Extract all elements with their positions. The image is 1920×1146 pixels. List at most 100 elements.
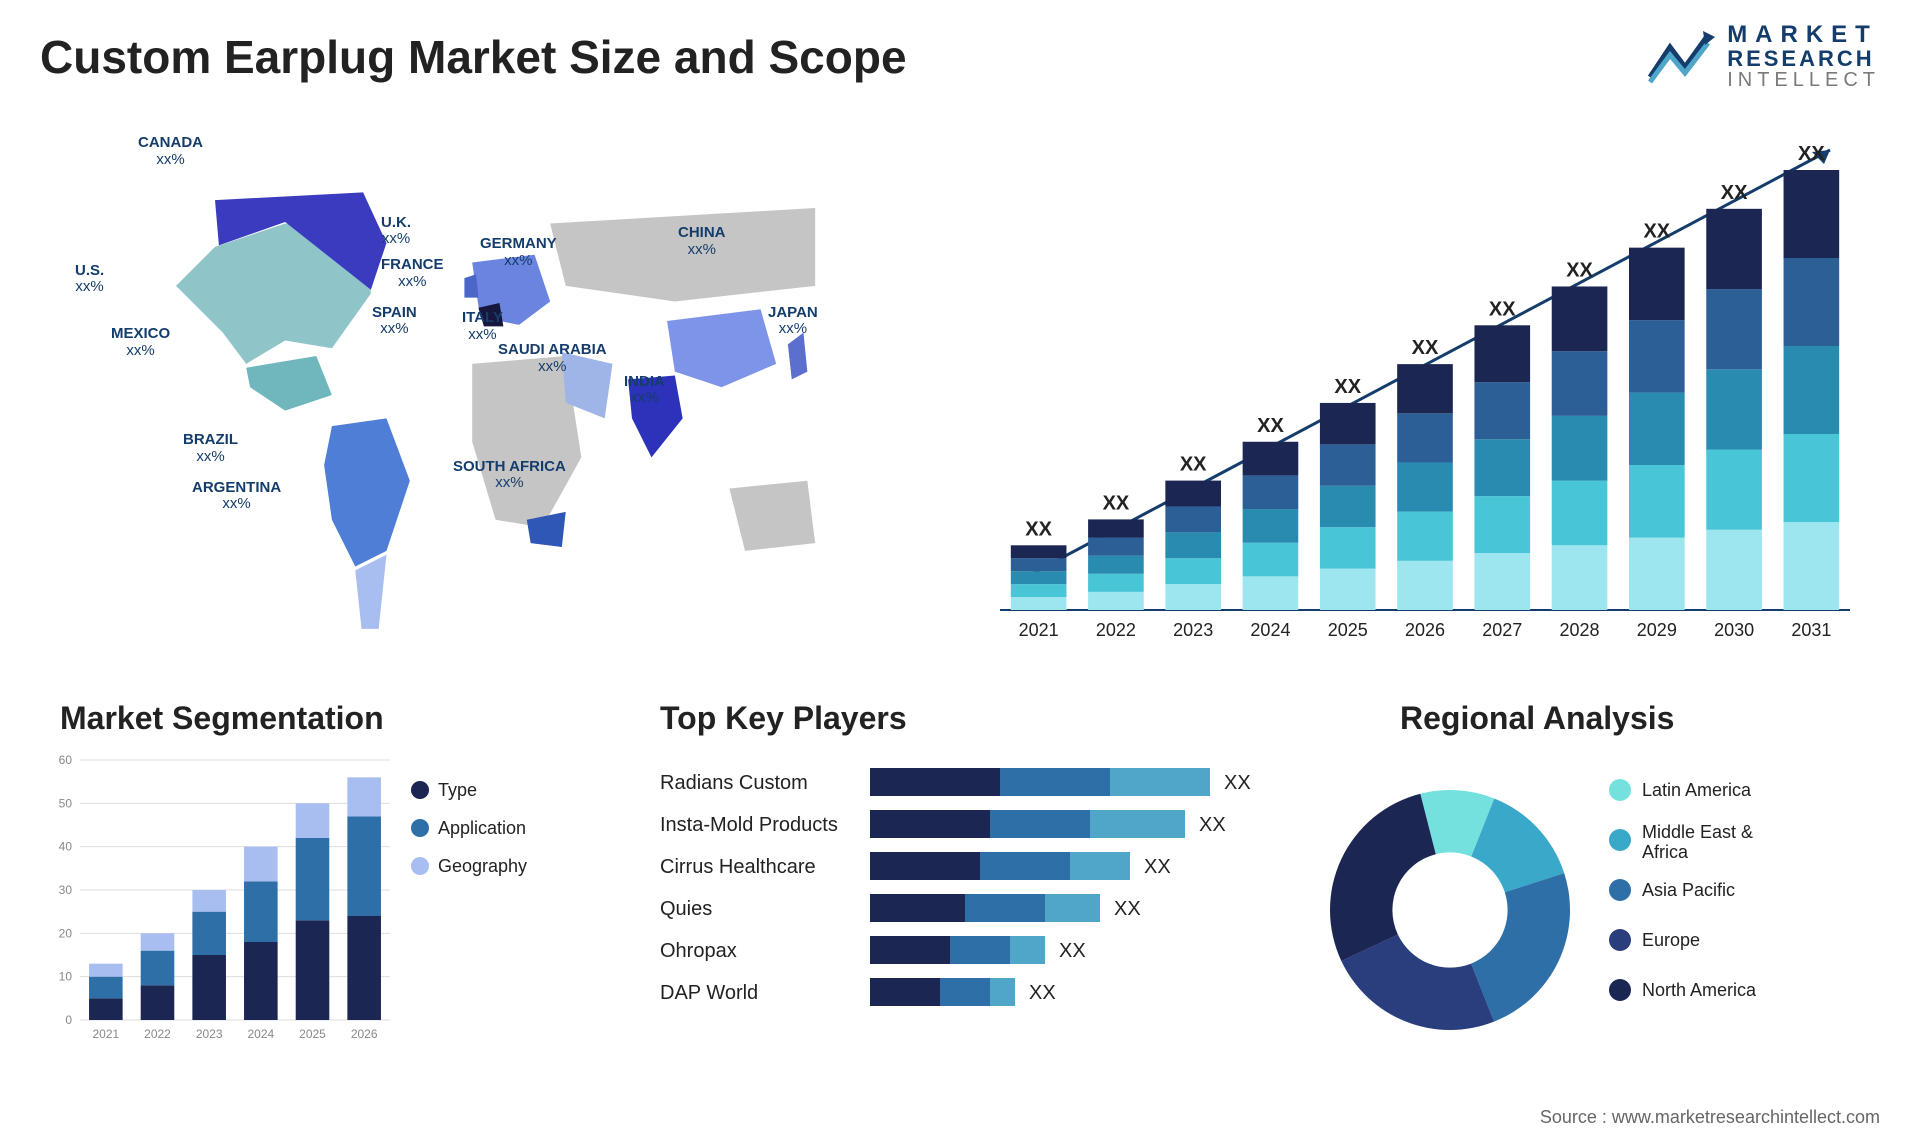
- map-label: JAPANxx%: [768, 305, 818, 338]
- growth-bar-seg: [1629, 320, 1685, 392]
- map-label: SAUDI ARABIAxx%: [498, 342, 607, 375]
- legend-dot: [1609, 829, 1631, 851]
- growth-bar-seg: [1706, 209, 1762, 289]
- segmentation-chart: 0102030405060202120222023202420252026Typ…: [40, 750, 560, 1050]
- growth-bar-seg: [1165, 558, 1221, 584]
- player-bar-seg: [1000, 768, 1110, 796]
- growth-bar-seg: [1165, 532, 1221, 558]
- map-label: U.S.xx%: [75, 263, 104, 296]
- player-bar-seg: [870, 978, 940, 1006]
- seg-bar: [244, 942, 278, 1020]
- player-name: Quies: [660, 898, 712, 920]
- map-label: SOUTH AFRICAxx%: [453, 459, 566, 492]
- donut-slice: [1330, 794, 1436, 961]
- growth-bar-seg: [1243, 442, 1299, 476]
- growth-bar-seg: [1474, 553, 1530, 610]
- growth-bar-seg: [1629, 248, 1685, 320]
- bar-value: XX: [1798, 143, 1825, 165]
- seg-bar: [244, 847, 278, 882]
- map-label: ITALYxx%: [462, 310, 503, 343]
- growth-bar-seg: [1552, 286, 1608, 351]
- growth-bar-seg: [1088, 592, 1144, 610]
- segmentation-title: Market Segmentation: [60, 700, 384, 737]
- y-tick: 10: [59, 970, 73, 984]
- legend-dot: [1609, 779, 1631, 801]
- growth-bar-seg: [1552, 416, 1608, 481]
- year-tick: 2027: [1482, 620, 1522, 640]
- seg-bar: [296, 838, 330, 920]
- growth-bar-seg: [1088, 519, 1144, 537]
- growth-bar-seg: [1088, 538, 1144, 556]
- player-bar-seg: [1070, 852, 1130, 880]
- y-tick: 40: [59, 840, 73, 854]
- year-tick: 2031: [1791, 620, 1831, 640]
- growth-bar-seg: [1397, 512, 1453, 561]
- player-name: Ohropax: [660, 940, 737, 962]
- growth-bar-seg: [1011, 584, 1067, 597]
- logo-line1: MARKET: [1727, 22, 1880, 47]
- growth-bar-seg: [1474, 382, 1530, 439]
- growth-bar-seg: [1784, 258, 1840, 346]
- map-region: [729, 481, 815, 551]
- bar-value: XX: [1489, 298, 1516, 320]
- year-tick: 2026: [1405, 620, 1445, 640]
- legend-label: Geography: [438, 856, 527, 876]
- player-value: XX: [1114, 898, 1141, 920]
- y-tick: 50: [59, 796, 73, 810]
- bar-value: XX: [1103, 492, 1130, 514]
- growth-bar-seg: [1629, 393, 1685, 465]
- player-name: Cirrus Healthcare: [660, 856, 816, 878]
- player-value: XX: [1224, 772, 1251, 794]
- growth-bar-seg: [1474, 325, 1530, 382]
- seg-bar: [192, 890, 226, 912]
- bar-value: XX: [1334, 376, 1361, 398]
- year-tick: 2024: [247, 1027, 274, 1041]
- growth-bar-seg: [1474, 496, 1530, 553]
- growth-bar-seg: [1011, 571, 1067, 584]
- year-tick: 2021: [92, 1027, 119, 1041]
- growth-bar-seg: [1243, 576, 1299, 610]
- map-label: ARGENTINAxx%: [192, 480, 281, 513]
- seg-bar: [347, 916, 381, 1020]
- map-region: [246, 356, 332, 411]
- growth-bar-seg: [1088, 556, 1144, 574]
- growth-bar-seg: [1474, 439, 1530, 496]
- year-tick: 2030: [1714, 620, 1754, 640]
- growth-bar-seg: [1320, 486, 1376, 527]
- legend-label: Application: [438, 818, 526, 838]
- regional-title: Regional Analysis: [1400, 700, 1674, 737]
- map-region: [355, 555, 386, 629]
- year-tick: 2026: [351, 1027, 378, 1041]
- player-bar-seg: [1110, 768, 1210, 796]
- player-bar-seg: [870, 894, 965, 922]
- growth-bar-seg: [1011, 597, 1067, 610]
- map-label: MEXICOxx%: [111, 326, 170, 359]
- growth-bar-seg: [1165, 506, 1221, 532]
- growth-bar-seg: [1397, 413, 1453, 462]
- map-region: [324, 418, 410, 566]
- player-bar-seg: [1010, 936, 1045, 964]
- player-bar-seg: [965, 894, 1045, 922]
- year-tick: 2022: [144, 1027, 171, 1041]
- growth-bar-seg: [1629, 538, 1685, 610]
- source-credit: Source : www.marketresearchintellect.com: [1540, 1107, 1880, 1128]
- growth-chart: XX2021XX2022XX2023XX2024XX2025XX2026XX20…: [980, 130, 1860, 660]
- year-tick: 2028: [1560, 620, 1600, 640]
- map-region: [788, 333, 807, 380]
- player-bar-seg: [1045, 894, 1100, 922]
- player-bar-seg: [950, 936, 1010, 964]
- year-tick: 2025: [299, 1027, 326, 1041]
- seg-bar: [141, 951, 175, 986]
- player-name: Radians Custom: [660, 772, 808, 794]
- player-value: XX: [1029, 982, 1056, 1004]
- player-name: DAP World: [660, 982, 758, 1004]
- player-bar-seg: [870, 810, 990, 838]
- bar-value: XX: [1025, 518, 1052, 540]
- seg-bar: [89, 964, 123, 977]
- growth-bar-seg: [1706, 450, 1762, 530]
- map-label: CANADAxx%: [138, 135, 203, 168]
- donut-slice: [1471, 873, 1570, 1022]
- player-bar-seg: [870, 936, 950, 964]
- seg-bar: [192, 955, 226, 1020]
- map-label: U.K.xx%: [381, 215, 411, 248]
